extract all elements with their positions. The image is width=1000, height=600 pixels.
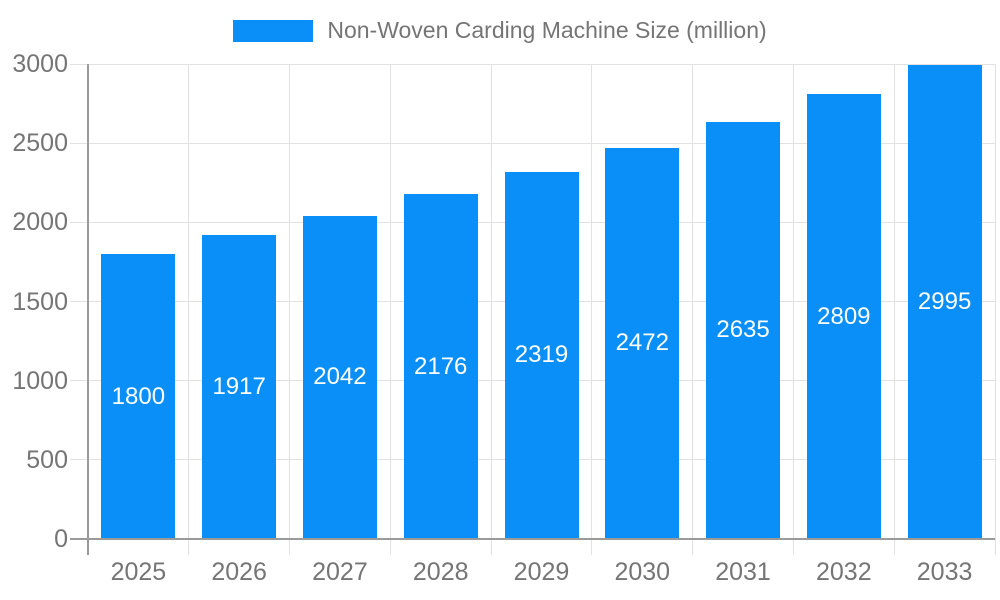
gridline-vertical xyxy=(389,64,391,555)
legend-item[interactable]: Non-Woven Carding Machine Size (million) xyxy=(233,17,767,44)
x-axis-line xyxy=(70,538,995,540)
y-axis-tick-label: 500 xyxy=(26,445,68,474)
y-axis-tick-label: 2000 xyxy=(12,208,68,237)
legend-swatch xyxy=(233,19,314,42)
x-axis-tick-label: 2026 xyxy=(211,558,267,586)
x-axis-tick-label: 2030 xyxy=(614,558,671,586)
y-axis-tick-label: 2500 xyxy=(12,129,68,158)
gridline-vertical xyxy=(893,64,895,555)
gridline-vertical xyxy=(692,64,694,555)
y-axis-tick-label: 1000 xyxy=(12,366,68,395)
bar-2025[interactable] xyxy=(101,254,176,539)
bar-2028[interactable] xyxy=(403,194,478,539)
bar-value-label: 1917 xyxy=(212,373,266,401)
bar-2029[interactable] xyxy=(504,171,579,539)
x-axis-tick-label: 2032 xyxy=(816,558,872,586)
bar-value-label: 2809 xyxy=(817,302,871,330)
gridline-vertical xyxy=(289,64,291,555)
x-axis-tick-label: 2029 xyxy=(513,558,570,586)
bar-2031[interactable] xyxy=(706,121,781,539)
gridline-horizontal xyxy=(70,142,995,144)
y-axis-tick-label: 1500 xyxy=(12,287,68,316)
y-axis-line xyxy=(87,64,89,555)
bar-value-label: 2995 xyxy=(917,287,972,315)
legend: Non-Woven Carding Machine Size (million) xyxy=(0,17,1000,44)
x-axis-tick-label: 2025 xyxy=(110,558,167,586)
gridline-horizontal xyxy=(70,63,995,65)
bar-2026[interactable] xyxy=(202,235,277,539)
y-axis-tick-label: 3000 xyxy=(12,50,68,78)
bar-2032[interactable] xyxy=(806,94,881,539)
x-axis-tick-label: 2033 xyxy=(916,558,973,586)
gridline-vertical xyxy=(792,64,794,555)
x-axis-tick-label: 2028 xyxy=(412,558,469,586)
x-axis-tick-label: 2027 xyxy=(312,558,368,586)
bar-value-label: 1800 xyxy=(111,382,166,410)
legend-label: Non-Woven Carding Machine Size (million) xyxy=(327,17,767,43)
bar-value-label: 2319 xyxy=(514,341,569,369)
x-axis-tick-label: 2031 xyxy=(715,558,771,586)
bar-2027[interactable] xyxy=(302,215,377,539)
bar-value-label: 2176 xyxy=(414,352,468,380)
gridline-vertical xyxy=(591,64,593,555)
bar-2033[interactable] xyxy=(907,64,982,539)
gridline-vertical xyxy=(188,64,190,555)
y-axis-tick-label: 0 xyxy=(54,525,68,553)
bar-2030[interactable] xyxy=(605,147,680,539)
bar-value-label: 2472 xyxy=(615,329,669,357)
bar-value-label: 2042 xyxy=(313,363,367,391)
gridline-vertical xyxy=(490,64,492,555)
bar-value-label: 2635 xyxy=(716,316,770,344)
gridline-vertical xyxy=(994,64,996,555)
